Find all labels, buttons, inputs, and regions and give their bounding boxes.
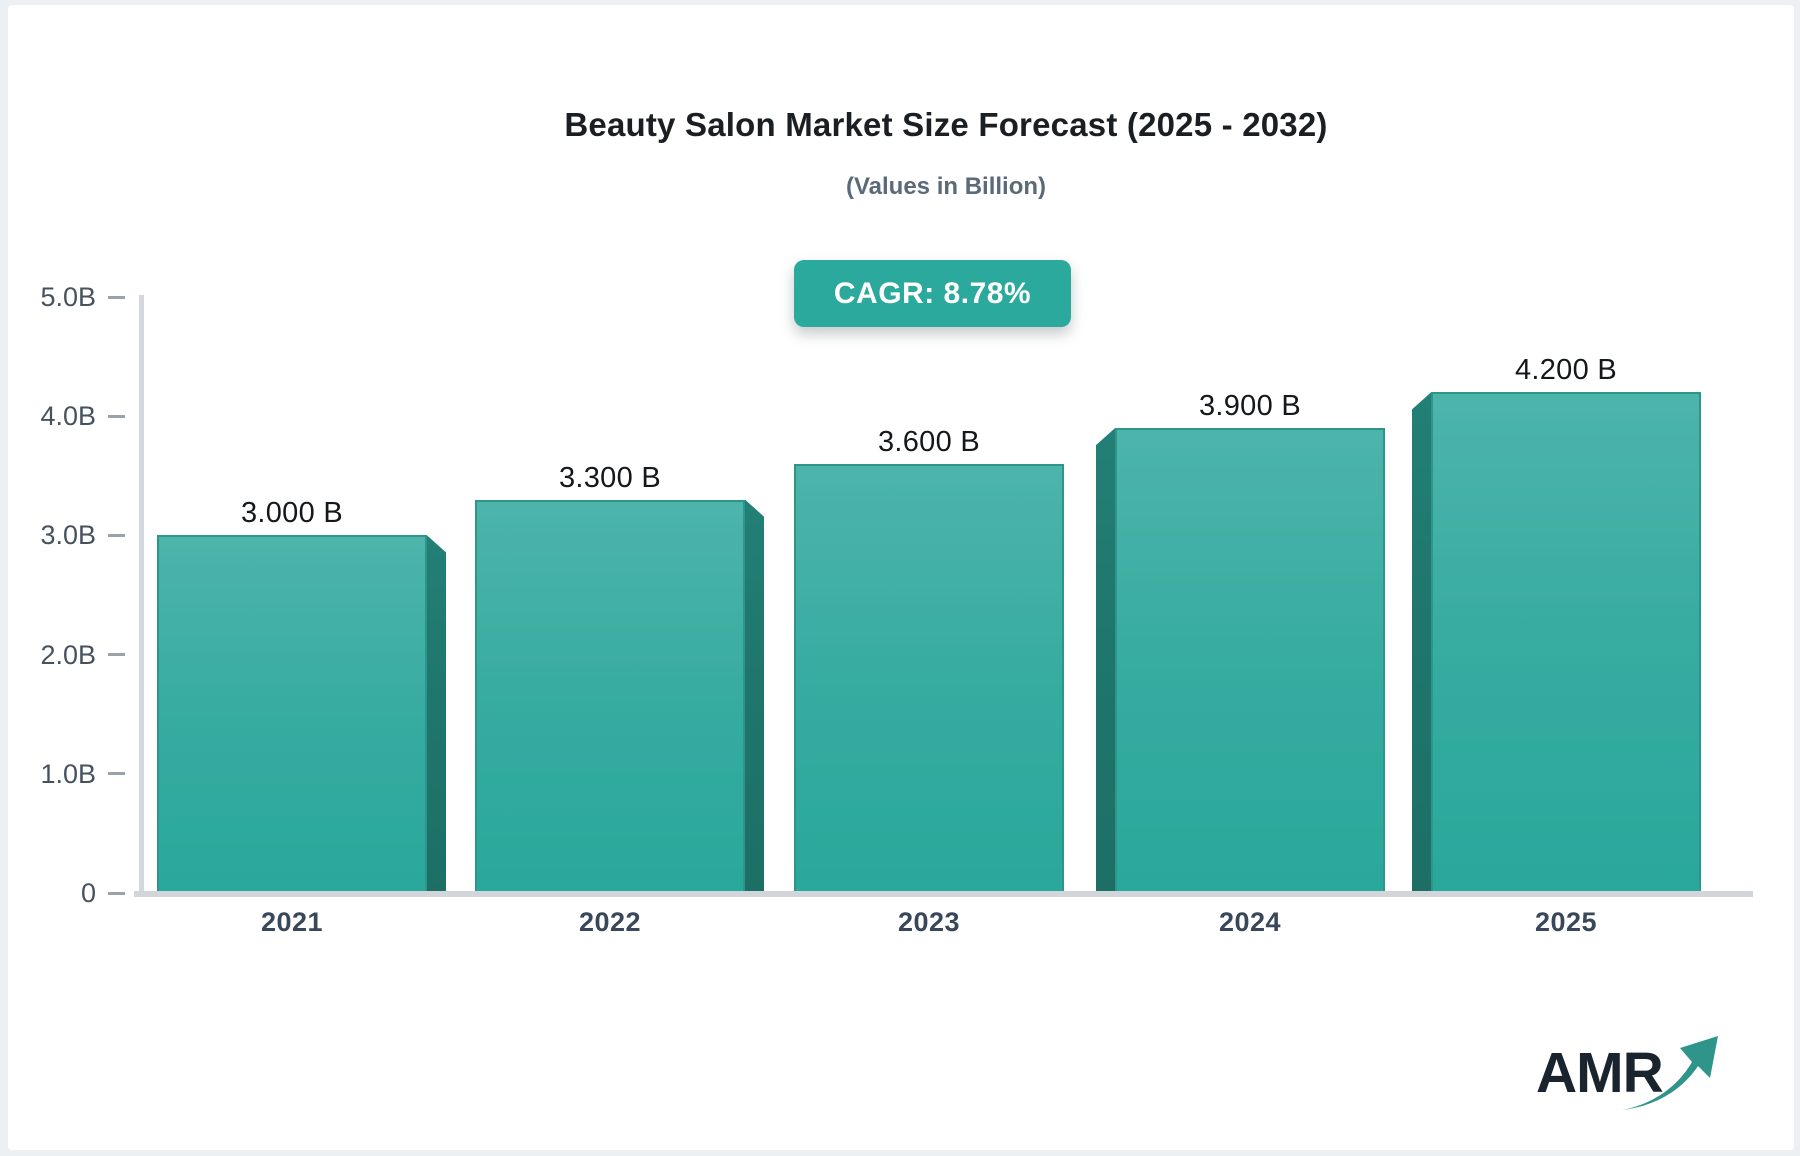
bar-3d-side xyxy=(745,499,764,893)
y-tick-label: 2.0B xyxy=(40,639,96,670)
bar-2022 xyxy=(475,499,745,893)
x-category-label: 2021 xyxy=(260,907,324,937)
chart-subtitle: (Values in Billion) xyxy=(845,173,1047,200)
trending-up-arrow-icon xyxy=(1622,1036,1718,1110)
y-tick-label: 0 xyxy=(80,878,96,908)
bar-3d-side xyxy=(1412,392,1431,893)
y-tick-label: 4.0B xyxy=(40,401,96,432)
x-category-label: 2024 xyxy=(1218,907,1282,937)
x-category-label: 2023 xyxy=(897,907,961,937)
amr-logo-text: AMR xyxy=(1536,1041,1664,1105)
y-tick-label: 1.0B xyxy=(40,758,96,789)
bar-value-label: 3.300 B xyxy=(558,461,662,494)
y-tick-mark xyxy=(108,533,125,537)
y-tick-label: 3.0B xyxy=(40,520,96,551)
cagr-badge: CAGR: 8.78% xyxy=(794,260,1071,327)
chart-title: Beauty Salon Market Size Forecast (2025 … xyxy=(564,106,1328,143)
bar-value-label: 3.600 B xyxy=(877,425,981,458)
bar-2025 xyxy=(1431,392,1701,893)
bar-2021 xyxy=(157,535,427,893)
y-tick-label: 5.0B xyxy=(40,282,96,312)
bar-value-label: 4.200 B xyxy=(1514,354,1618,387)
x-category-label: 2022 xyxy=(578,907,642,937)
y-axis-line xyxy=(139,295,144,896)
bar-3d-side xyxy=(1096,428,1115,893)
y-tick-mark xyxy=(108,295,125,299)
y-tick-mark xyxy=(108,414,125,418)
bar-value-label: 3.900 B xyxy=(1198,390,1302,423)
bar-value-label: 3.000 B xyxy=(240,497,344,530)
y-tick-mark xyxy=(108,653,125,657)
chart-card: Beauty Salon Market Size Forecast (2025 … xyxy=(8,5,1794,1150)
y-tick-mark xyxy=(108,891,125,895)
x-category-label: 2025 xyxy=(1534,907,1598,937)
amr-logo: AMR xyxy=(1530,1030,1730,1120)
bar-2024 xyxy=(1115,428,1385,893)
y-tick-mark xyxy=(108,772,125,776)
bar-3d-side xyxy=(427,535,446,893)
bar-2023 xyxy=(794,463,1064,893)
cagr-badge-label: CAGR: 8.78% xyxy=(833,276,1032,310)
x-axis-baseline xyxy=(134,891,1753,897)
